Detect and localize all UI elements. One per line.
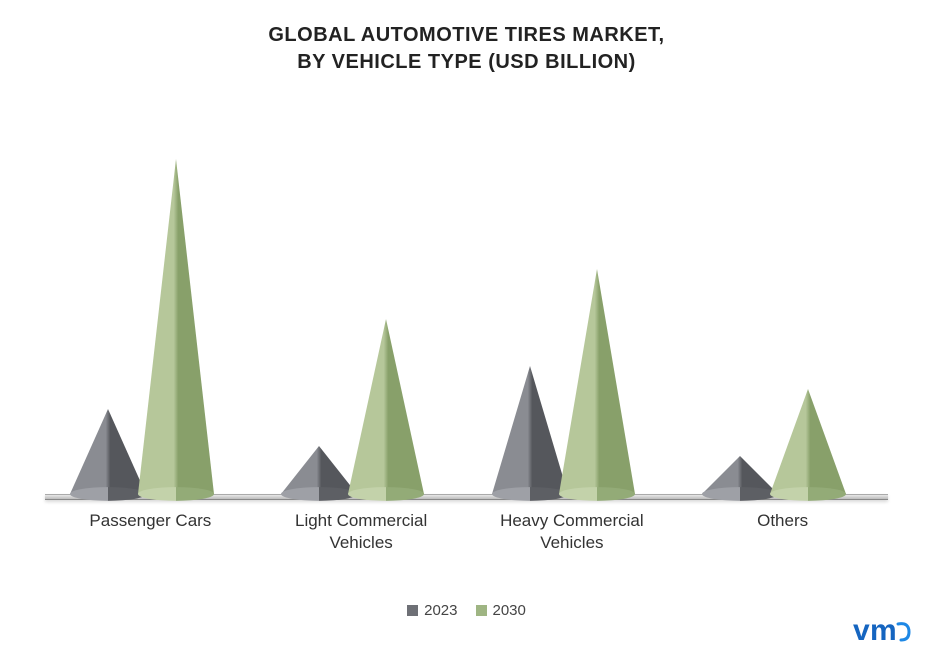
chart-category-group xyxy=(467,116,678,496)
title-line-1: GLOBAL AUTOMOTIVE TIRES MARKET, xyxy=(0,22,933,49)
chart-category-group xyxy=(256,116,467,496)
chart-cone xyxy=(559,269,635,503)
category-axis-labels: Passenger CarsLight Commercial VehiclesH… xyxy=(45,510,888,554)
chart-cone xyxy=(702,456,778,503)
category-label: Others xyxy=(677,510,888,554)
legend-swatch-2030 xyxy=(476,605,487,616)
chart-legend: 2023 2030 xyxy=(0,602,933,619)
chart-cone xyxy=(492,366,568,503)
category-label: Passenger Cars xyxy=(45,510,256,554)
chart-category-group xyxy=(45,116,256,496)
chart-cone xyxy=(70,409,146,503)
chart-cone xyxy=(138,159,214,503)
watermark-logo: v m xyxy=(853,614,915,653)
chart-category-group xyxy=(677,116,888,496)
legend-label-2030: 2030 xyxy=(493,602,526,619)
category-label: Light Commercial Vehicles xyxy=(256,510,467,554)
chart-title: GLOBAL AUTOMOTIVE TIRES MARKET, BY VEHIC… xyxy=(0,0,933,76)
chart-plot-area xyxy=(45,120,888,500)
legend-label-2023: 2023 xyxy=(424,602,457,619)
title-line-2: BY VEHICLE TYPE (USD BILLION) xyxy=(0,49,933,76)
legend-item-2023: 2023 xyxy=(407,602,457,619)
legend-item-2030: 2030 xyxy=(476,602,526,619)
chart-cone xyxy=(770,389,846,503)
legend-swatch-2023 xyxy=(407,605,418,616)
svg-text:m: m xyxy=(870,614,897,647)
chart-cone xyxy=(348,319,424,503)
svg-text:v: v xyxy=(853,614,870,647)
chart-cone xyxy=(281,446,357,503)
category-label: Heavy Commercial Vehicles xyxy=(467,510,678,554)
